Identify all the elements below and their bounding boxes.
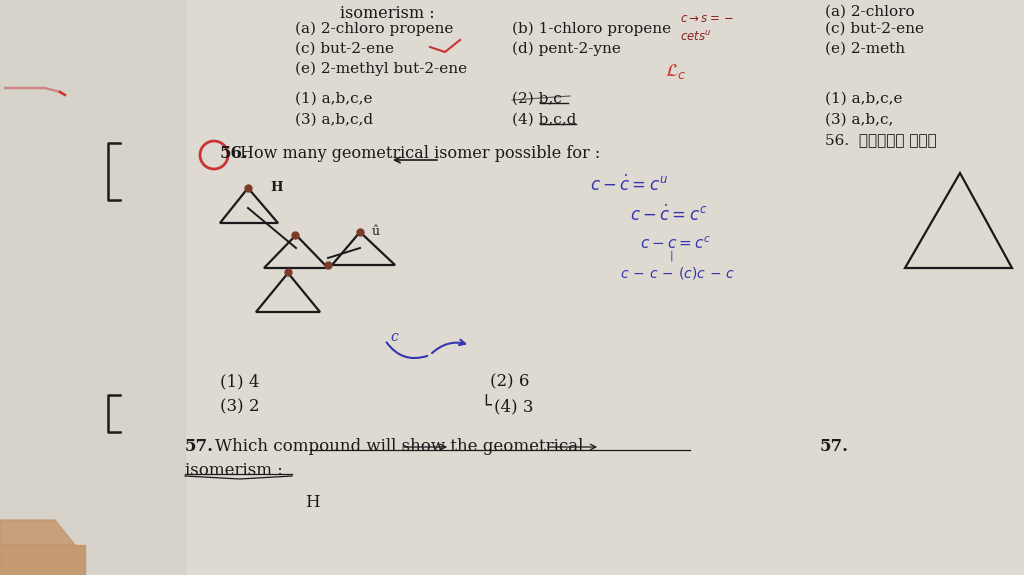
Text: (2) b,c: (2) b,c <box>512 92 562 106</box>
Text: (d) pent-2-yne: (d) pent-2-yne <box>512 42 621 56</box>
Text: isomerism :: isomerism : <box>340 5 434 22</box>
Text: H: H <box>270 181 283 194</box>
Text: (e) 2-methyl but-2-ene: (e) 2-methyl but-2-ene <box>295 62 467 76</box>
Text: c: c <box>390 330 397 344</box>
Text: (b) 1-chloro propene: (b) 1-chloro propene <box>512 22 671 36</box>
Text: How many geometrical isomer possible for :: How many geometrical isomer possible for… <box>240 145 600 162</box>
Text: (1) a,b,c,e: (1) a,b,c,e <box>825 92 902 106</box>
Text: (a) 2-chloro: (a) 2-chloro <box>825 5 914 19</box>
Text: (e) 2-meth: (e) 2-meth <box>825 42 905 56</box>
Text: û: û <box>372 225 380 238</box>
Text: $c\,-\,c\,-\,(c)c\,-\,c$: $c\,-\,c\,-\,(c)c\,-\,c$ <box>620 265 735 281</box>
Text: (4) b,c,d: (4) b,c,d <box>512 113 577 127</box>
Text: H: H <box>305 494 319 511</box>
Text: 57.: 57. <box>185 438 214 455</box>
Text: $\mathcal{L}_{c}$: $\mathcal{L}_{c}$ <box>665 62 686 81</box>
Text: (3) a,b,c,: (3) a,b,c, <box>825 113 893 127</box>
Polygon shape <box>0 545 85 575</box>
Text: └: └ <box>480 398 490 416</box>
Text: $cets^u$: $cets^u$ <box>680 30 712 44</box>
Text: (a) 2-chloro propene: (a) 2-chloro propene <box>295 22 454 36</box>
Text: 56.: 56. <box>220 145 249 162</box>
Text: (c) but-2-ene: (c) but-2-ene <box>295 42 394 56</box>
Text: (c) but-2-ene: (c) but-2-ene <box>825 22 924 36</box>
Text: $c-\dot{c}=c^{u}$: $c-\dot{c}=c^{u}$ <box>590 175 668 195</box>
Polygon shape <box>0 520 75 545</box>
Text: (2) 6: (2) 6 <box>490 373 529 390</box>
Text: $c \rightarrow s = -$: $c \rightarrow s = -$ <box>680 12 734 25</box>
Text: (1) a,b,c,e: (1) a,b,c,e <box>295 92 373 106</box>
Text: (1) 4: (1) 4 <box>220 373 259 390</box>
Text: Which compound will show the geometrical: Which compound will show the geometrical <box>215 438 584 455</box>
Text: isomerism :: isomerism : <box>185 462 283 479</box>
Text: (3) a,b,c,d: (3) a,b,c,d <box>295 113 373 127</box>
Text: (3) 2: (3) 2 <box>220 398 259 415</box>
Text: (4) 3: (4) 3 <box>494 398 534 415</box>
Text: $c-\dot{c}=c^{c}$: $c-\dot{c}=c^{c}$ <box>630 205 708 225</box>
Text: 56.  कितने ज्य: 56. कितने ज्य <box>825 133 937 147</box>
Text: 57.: 57. <box>820 438 849 455</box>
Text: $c-\underset{|}{c}=c^{c}$: $c-\underset{|}{c}=c^{c}$ <box>640 235 711 265</box>
